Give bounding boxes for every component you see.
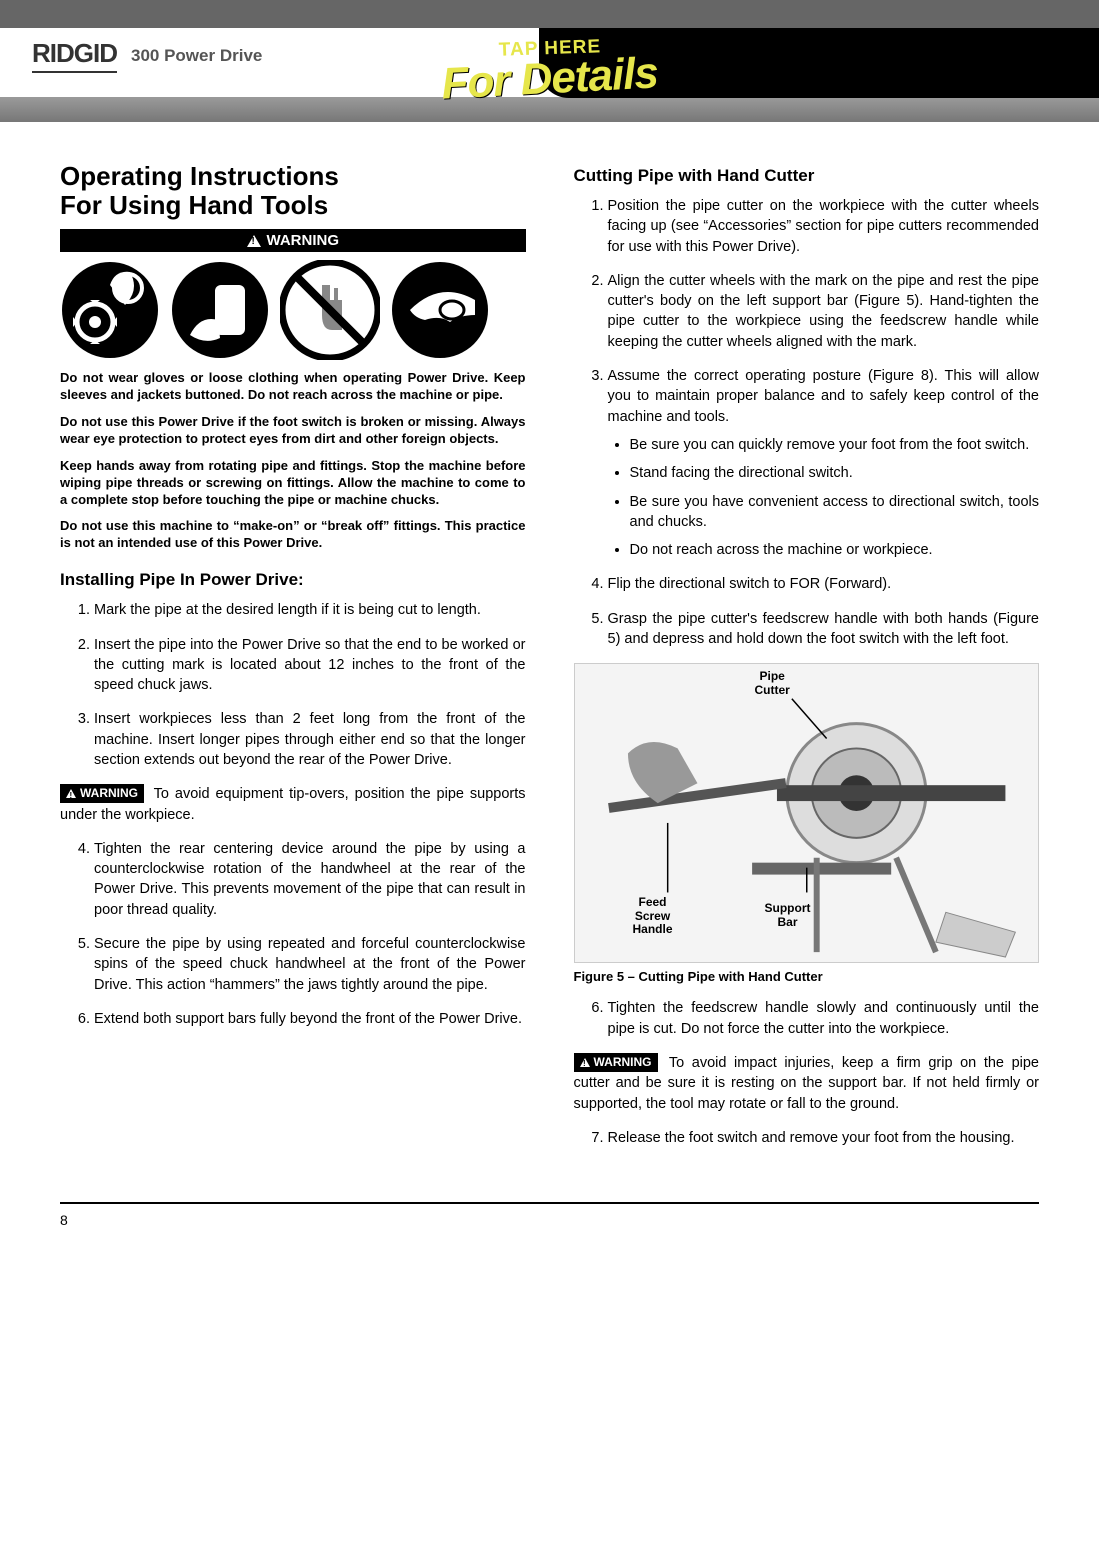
safety-icons-row [60, 260, 526, 360]
warning-banner: WARNING [60, 229, 526, 252]
cut-list-7: Release the foot switch and remove your … [574, 1128, 1040, 1148]
list-item: Release the foot switch and remove your … [608, 1128, 1040, 1148]
list-item: Insert the pipe into the Power Drive so … [94, 635, 526, 696]
list-item: Stand facing the directional switch. [630, 463, 1040, 483]
top-gray-bar [0, 0, 1099, 28]
content: Operating Instructions For Using Hand To… [0, 122, 1099, 1192]
fig-label-pipe-cutter: Pipe Cutter [755, 670, 790, 696]
tap-here-overlay[interactable]: TAP HERE For Details [441, 38, 657, 110]
warning-triangle-icon [247, 235, 261, 247]
warning-badge: WARNING [60, 784, 144, 803]
cut-list-1-2: Position the pipe cutter on the workpiec… [574, 196, 1040, 649]
list-item: Flip the directional switch to FOR (Forw… [608, 574, 1040, 594]
foot-switch-icon [170, 260, 270, 360]
warning-triangle-icon [580, 1058, 590, 1067]
list-item: Insert workpieces less than 2 feet long … [94, 709, 526, 770]
no-gloves-icon [280, 260, 380, 360]
cut-list-6: Tighten the feedscrew handle slowly and … [574, 998, 1040, 1039]
warning-text-block: Do not wear gloves or loose clothing whe… [60, 370, 526, 552]
install-heading: Installing Pipe In Power Drive: [60, 570, 526, 590]
warning-para: Keep hands away from rotating pipe and f… [60, 458, 526, 509]
inline-warning-2: WARNING To avoid impact injuries, keep a… [574, 1053, 1040, 1114]
header: RIDGID 300 Power Drive TAP HERE For Deta… [0, 28, 1099, 98]
fig-label-support-bar: Support Bar [765, 902, 811, 928]
figure-5: Pipe Cutter Feed Screw Handle Support Ba… [574, 663, 1040, 963]
figure-caption: Figure 5 – Cutting Pipe with Hand Cutter [574, 969, 1040, 984]
warning-badge: WARNING [574, 1053, 658, 1072]
title-line1: Operating Instructions [60, 161, 339, 191]
list-item: Extend both support bars fully beyond th… [94, 1009, 526, 1029]
title-line2: For Using Hand Tools [60, 190, 328, 220]
list-item: Assume the correct operating posture (Fi… [608, 366, 1040, 560]
eye-protection-icon [390, 260, 490, 360]
list-item: Be sure you can quickly remove your foot… [630, 435, 1040, 455]
cutting-heading: Cutting Pipe with Hand Cutter [574, 166, 1040, 186]
step3-intro: Assume the correct operating posture (Fi… [608, 368, 1040, 425]
install-list-4-6: Tighten the rear centering device around… [60, 839, 526, 1029]
list-item: Be sure you have convenient access to di… [630, 492, 1040, 533]
warning-triangle-icon [66, 789, 76, 798]
product-name: 300 Power Drive [131, 46, 262, 66]
left-column: Operating Instructions For Using Hand To… [60, 162, 526, 1162]
for-details-text: For Details [440, 48, 659, 109]
list-item: Secure the pipe by using repeated and fo… [94, 934, 526, 995]
warning-para: Do not use this machine to “make-on” or … [60, 518, 526, 552]
list-item: Mark the pipe at the desired length if i… [94, 600, 526, 620]
fig-label-feed-screw: Feed Screw Handle [633, 896, 673, 936]
entanglement-icon [60, 260, 160, 360]
list-item: Tighten the rear centering device around… [94, 839, 526, 920]
page: RIDGID 300 Power Drive TAP HERE For Deta… [0, 0, 1099, 1260]
page-number: 8 [60, 1212, 68, 1228]
list-item: Grasp the pipe cutter's feedscrew handle… [608, 609, 1040, 650]
list-item: Align the cutter wheels with the mark on… [608, 271, 1040, 352]
install-list-1-3: Mark the pipe at the desired length if i… [60, 600, 526, 770]
main-title: Operating Instructions For Using Hand To… [60, 162, 526, 219]
warning-label: WARNING [267, 232, 340, 249]
list-item: Do not reach across the machine or workp… [630, 540, 1040, 560]
step3-bullets: Be sure you can quickly remove your foot… [608, 435, 1040, 560]
footer: 8 [60, 1202, 1039, 1260]
warning-para: Do not wear gloves or loose clothing whe… [60, 370, 526, 404]
brand-logo: RIDGID [32, 38, 117, 73]
right-column: Cutting Pipe with Hand Cutter Position t… [574, 162, 1040, 1162]
warning-para: Do not use this Power Drive if the foot … [60, 414, 526, 448]
list-item: Position the pipe cutter on the workpiec… [608, 196, 1040, 257]
list-item: Tighten the feedscrew handle slowly and … [608, 998, 1040, 1039]
inline-warning-1: WARNING To avoid equipment tip-overs, po… [60, 784, 526, 825]
